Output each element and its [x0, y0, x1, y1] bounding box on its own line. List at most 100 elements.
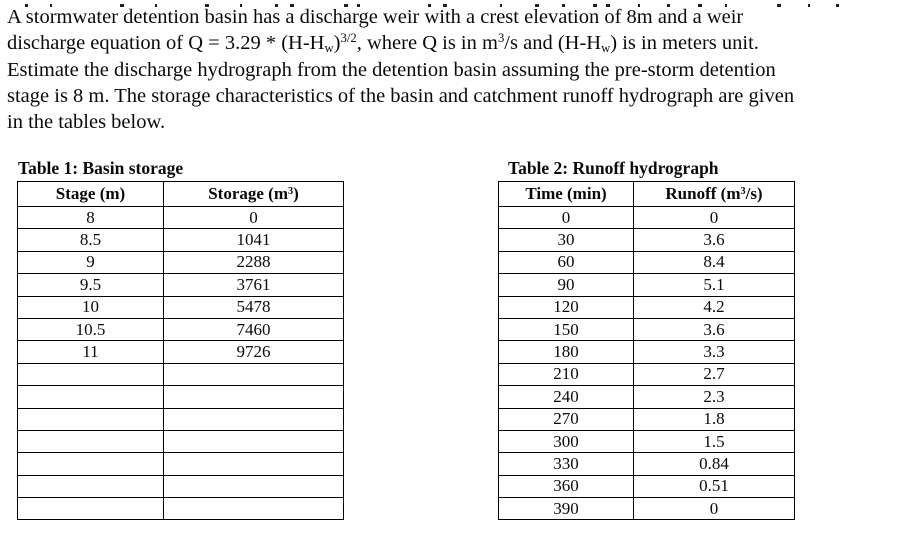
runoff-table-row: 390 0 — [498, 497, 795, 521]
runoff-table-row: 120 4.2 — [498, 295, 795, 319]
time-cell: 180 — [498, 340, 634, 364]
time-cell: 330 — [498, 452, 634, 476]
runoff-table-row: 90 5.1 — [498, 273, 795, 297]
stage-cell: 10.5 — [17, 317, 164, 342]
runoff-cell: 2.7 — [633, 362, 795, 387]
basin-table-row: 9.5 3761 — [17, 273, 344, 297]
basin-table-row — [17, 362, 344, 387]
runoff-header-row: Time (min) Runoff (m3/s) — [498, 181, 795, 207]
runoff-table-title: Table 2: Runoff hydrograph — [508, 158, 719, 178]
runoff-table-row: 0 0 — [498, 205, 795, 230]
basin-table-row — [17, 429, 344, 454]
paragraph-line-5: in the tables below. — [7, 111, 166, 134]
runoff-cell: 0 — [633, 497, 795, 521]
formula-text: ) is in meters unit. — [610, 32, 759, 55]
formula-text: /s and (H-H — [504, 32, 602, 55]
basin-table-row — [17, 385, 344, 409]
basin-header-row: Stage (m) Storage (m3) — [17, 181, 344, 207]
stage-cell — [17, 362, 164, 387]
stage-cell — [17, 497, 164, 521]
storage-cell: 3761 — [163, 273, 344, 297]
runoff-table-row: 60 8.4 — [498, 250, 795, 275]
unit-superscript: 3 — [288, 185, 294, 197]
stage-cell: 10 — [17, 295, 164, 319]
time-cell: 360 — [498, 474, 634, 499]
stage-cell — [17, 452, 164, 476]
paragraph-line-3: Estimate the discharge hydrograph from t… — [7, 58, 776, 81]
paragraph-line-1: A stormwater detention basin has a disch… — [7, 6, 744, 28]
problem-statement: A stormwater detention basin has a disch… — [7, 4, 794, 135]
basin-table-row — [17, 474, 344, 499]
stage-cell — [17, 385, 164, 409]
basin-table-row: 10 5478 — [17, 295, 344, 319]
clipped-previous-line-fragment — [0, 0, 903, 8]
basin-table-row — [17, 407, 344, 431]
basin-header-storage: Storage (m3) — [163, 181, 344, 207]
storage-cell — [163, 452, 344, 476]
storage-cell: 2288 — [163, 250, 344, 275]
runoff-table-row: 240 2.3 — [498, 385, 795, 409]
basin-table-row — [17, 497, 344, 521]
time-cell: 30 — [498, 228, 634, 252]
paragraph-line-2-formula: discharge equation of Q = 3.29 * (H-Hw)3… — [7, 30, 794, 56]
header-text: ) — [293, 184, 299, 203]
runoff-table-row: 270 1.8 — [498, 407, 795, 431]
runoff-cell: 5.1 — [633, 273, 795, 297]
runoff-cell: 0.51 — [633, 474, 795, 499]
time-cell: 240 — [498, 385, 634, 409]
storage-cell: 9726 — [163, 340, 344, 364]
basin-table-row: 11 9726 — [17, 340, 344, 364]
basin-table-row: 10.5 7460 — [17, 317, 344, 342]
runoff-table-row: 30 3.6 — [498, 228, 795, 252]
unit-superscript: 3 — [740, 185, 746, 197]
basin-header-stage: Stage (m) — [17, 181, 164, 207]
runoff-cell: 1.8 — [633, 407, 795, 431]
stage-cell: 8.5 — [17, 228, 164, 252]
unit-superscript: 3 — [497, 31, 505, 46]
runoff-table-row: 210 2.7 — [498, 362, 795, 387]
header-text: Runoff (m — [665, 184, 741, 203]
basin-table-row — [17, 452, 344, 476]
time-cell: 120 — [498, 295, 634, 319]
basin-table-row: 9 2288 — [17, 250, 344, 275]
time-cell: 210 — [498, 362, 634, 387]
storage-cell: 0 — [163, 205, 344, 230]
runoff-cell: 3.6 — [633, 317, 795, 342]
runoff-cell: 3.6 — [633, 228, 795, 252]
formula-subscript-w: w — [601, 41, 611, 56]
time-cell: 0 — [498, 205, 634, 230]
time-cell: 60 — [498, 250, 634, 275]
time-cell: 300 — [498, 429, 634, 454]
runoff-header-time: Time (min) — [498, 181, 634, 207]
paragraph-line-4: stage is 8 m. The storage characteristic… — [7, 84, 795, 107]
formula-exponent: 3/2 — [340, 31, 357, 46]
stage-cell: 9.5 — [17, 273, 164, 297]
storage-cell — [163, 385, 344, 409]
header-text: /s) — [745, 184, 763, 203]
stage-cell — [17, 429, 164, 454]
stage-cell — [17, 474, 164, 499]
basin-table-row: 8 0 — [17, 205, 344, 230]
stage-cell: 8 — [17, 205, 164, 230]
storage-cell — [163, 497, 344, 521]
basin-table-title: Table 1: Basin storage — [18, 158, 184, 178]
storage-cell — [163, 407, 344, 431]
formula-text: ) — [333, 32, 341, 55]
time-cell: 150 — [498, 317, 634, 342]
runoff-table-row: 330 0.84 — [498, 452, 795, 476]
stage-cell: 9 — [17, 250, 164, 275]
time-cell: 90 — [498, 273, 634, 297]
storage-cell: 1041 — [163, 228, 344, 252]
stage-cell — [17, 407, 164, 431]
runoff-table-row: 300 1.5 — [498, 429, 795, 454]
header-text: Storage (m — [208, 184, 288, 203]
basin-table-row: 8.5 1041 — [17, 228, 344, 252]
stage-cell: 11 — [17, 340, 164, 364]
basin-storage-table: Stage (m) Storage (m3) 8 0 8.5 1041 9 22… — [17, 181, 344, 521]
runoff-cell: 3.3 — [633, 340, 795, 364]
time-cell: 390 — [498, 497, 634, 521]
storage-cell — [163, 362, 344, 387]
runoff-cell: 4.2 — [633, 295, 795, 319]
runoff-cell: 0 — [633, 205, 795, 230]
runoff-cell: 8.4 — [633, 250, 795, 275]
